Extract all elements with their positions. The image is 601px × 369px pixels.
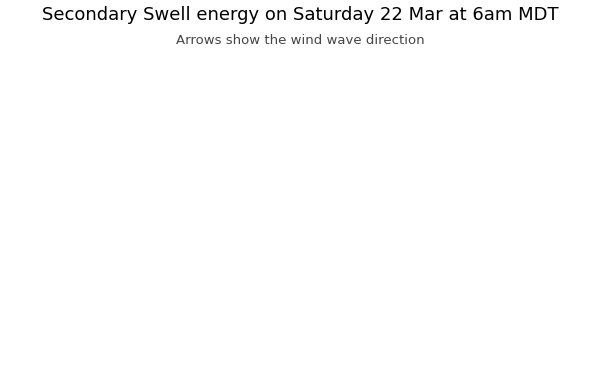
Text: [Map requires cartopy]: [Map requires cartopy] bbox=[206, 200, 395, 218]
Text: Arrows show the wind wave direction: Arrows show the wind wave direction bbox=[176, 34, 425, 47]
Text: Secondary Swell energy on Saturday 22 Mar at 6am MDT: Secondary Swell energy on Saturday 22 Ma… bbox=[42, 6, 559, 24]
